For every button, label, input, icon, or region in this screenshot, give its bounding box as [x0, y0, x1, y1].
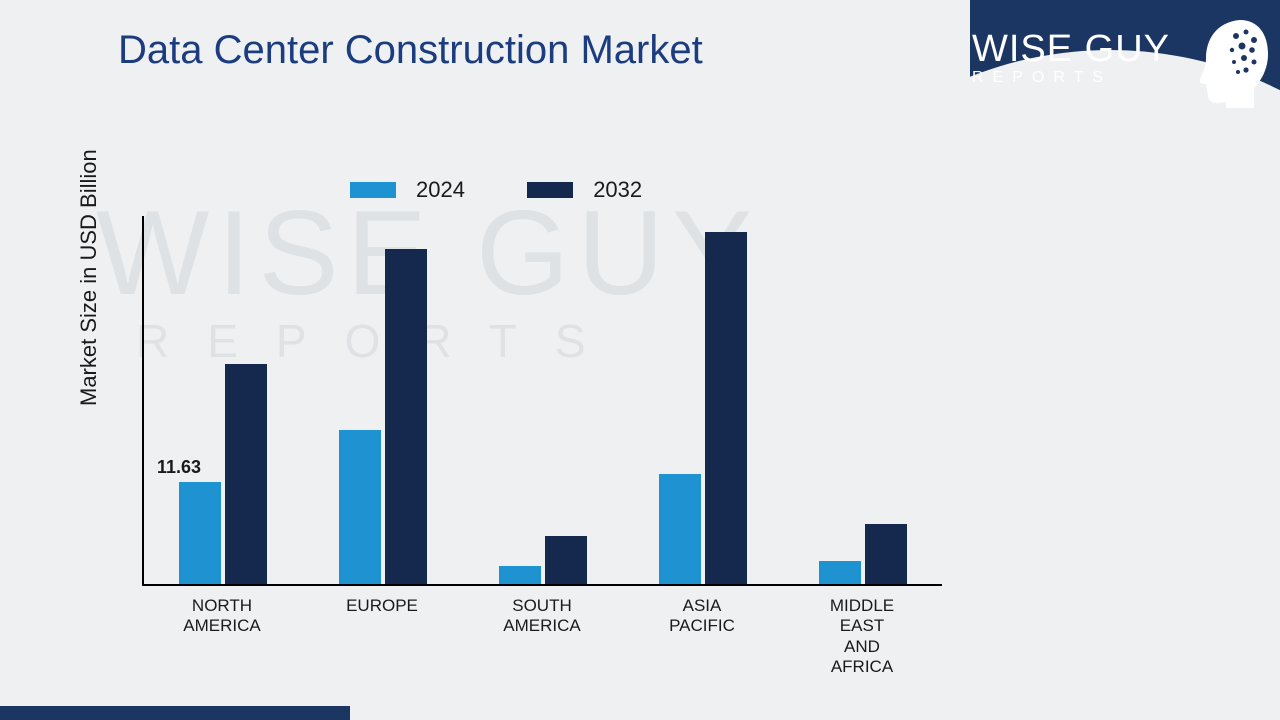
page-canvas: WISE GUY REPORTS WISE GUY REPORTS Data C…	[0, 0, 1280, 720]
x-axis-label: ASIAPACIFIC	[642, 596, 762, 637]
brand-logo: WISE GUY REPORTS	[972, 28, 1170, 87]
bar-group	[819, 214, 909, 584]
bar-2024	[499, 566, 541, 584]
bottom-accent-bar	[0, 706, 350, 720]
legend-item-2024: 2024	[350, 176, 465, 203]
legend-swatch-2032	[527, 182, 573, 198]
bar-2032	[385, 249, 427, 584]
x-axis-label: NORTHAMERICA	[162, 596, 282, 637]
brand-head-icon	[1196, 18, 1270, 108]
bar-2032	[225, 364, 267, 584]
bar-2024	[179, 482, 221, 584]
bar-2032	[865, 524, 907, 584]
y-axis-label: Market Size in USD Billion	[76, 149, 102, 406]
legend-label-2032: 2032	[593, 177, 642, 202]
chart-legend: 2024 2032	[36, 176, 956, 203]
brand-name-line1: WISE GUY	[972, 28, 1170, 71]
x-axis-label: SOUTHAMERICA	[482, 596, 602, 637]
x-axis-label: MIDDLEEASTANDAFRICA	[802, 596, 922, 678]
chart-title: Data Center Construction Market	[118, 28, 703, 73]
bar-2024	[819, 561, 861, 584]
x-axis-labels: NORTHAMERICA EUROPE SOUTHAMERICA ASIAPACIFI…	[142, 590, 942, 700]
data-label: 11.63	[157, 457, 201, 478]
bar-2032	[705, 232, 747, 584]
legend-label-2024: 2024	[416, 177, 465, 202]
legend-item-2032: 2032	[527, 176, 642, 203]
bar-2032	[545, 536, 587, 584]
bar-group	[339, 214, 429, 584]
brand-name-line2: REPORTS	[972, 69, 1170, 87]
chart-card: WISE GUY REPORTS Data Center Constructio…	[36, 6, 956, 702]
bar-2024	[659, 474, 701, 584]
bar-2024	[339, 430, 381, 584]
legend-swatch-2024	[350, 182, 396, 198]
bar-group	[179, 214, 269, 584]
bar-group	[659, 214, 749, 584]
plot-area: 11.63	[142, 216, 942, 586]
bar-group	[499, 214, 589, 584]
x-axis-label: EUROPE	[322, 596, 442, 616]
